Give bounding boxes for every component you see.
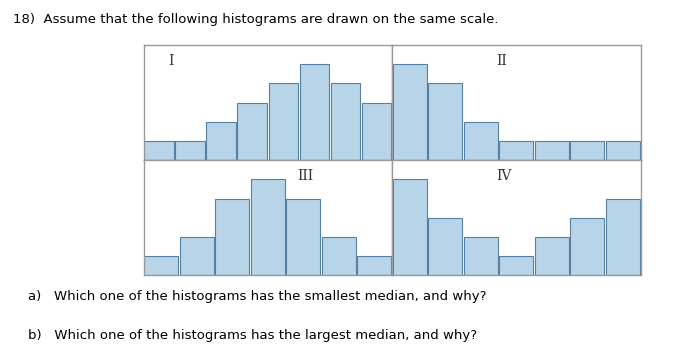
Bar	[300, 64, 329, 160]
Bar	[535, 237, 568, 275]
Bar	[362, 103, 391, 160]
Bar	[216, 199, 249, 275]
Bar	[428, 84, 462, 160]
Bar	[322, 237, 356, 275]
Bar	[206, 122, 236, 160]
Bar	[180, 237, 214, 275]
Text: III: III	[298, 170, 314, 183]
Bar	[144, 256, 178, 275]
Text: a)   Which one of the histograms has the smallest median, and why?: a) Which one of the histograms has the s…	[28, 290, 486, 303]
Bar	[358, 256, 391, 275]
Bar	[144, 141, 174, 160]
Bar	[330, 84, 360, 160]
Bar	[535, 141, 568, 160]
Bar	[286, 199, 320, 275]
Text: b)   Which one of the histograms has the largest median, and why?: b) Which one of the histograms has the l…	[28, 329, 477, 342]
Bar	[570, 218, 604, 275]
Bar	[269, 84, 298, 160]
Bar	[606, 199, 640, 275]
Text: I: I	[169, 54, 174, 68]
Bar	[237, 103, 267, 160]
Text: IV: IV	[496, 170, 512, 183]
Text: II: II	[496, 54, 507, 68]
Bar	[499, 256, 533, 275]
Bar	[175, 141, 205, 160]
Bar	[570, 141, 604, 160]
Bar	[251, 179, 285, 275]
Bar	[428, 218, 462, 275]
Text: 18)  Assume that the following histograms are drawn on the same scale.: 18) Assume that the following histograms…	[13, 13, 498, 26]
Bar	[393, 64, 426, 160]
Bar	[464, 122, 498, 160]
Bar	[606, 141, 640, 160]
Bar	[393, 179, 426, 275]
Bar	[499, 141, 533, 160]
Bar	[464, 237, 498, 275]
